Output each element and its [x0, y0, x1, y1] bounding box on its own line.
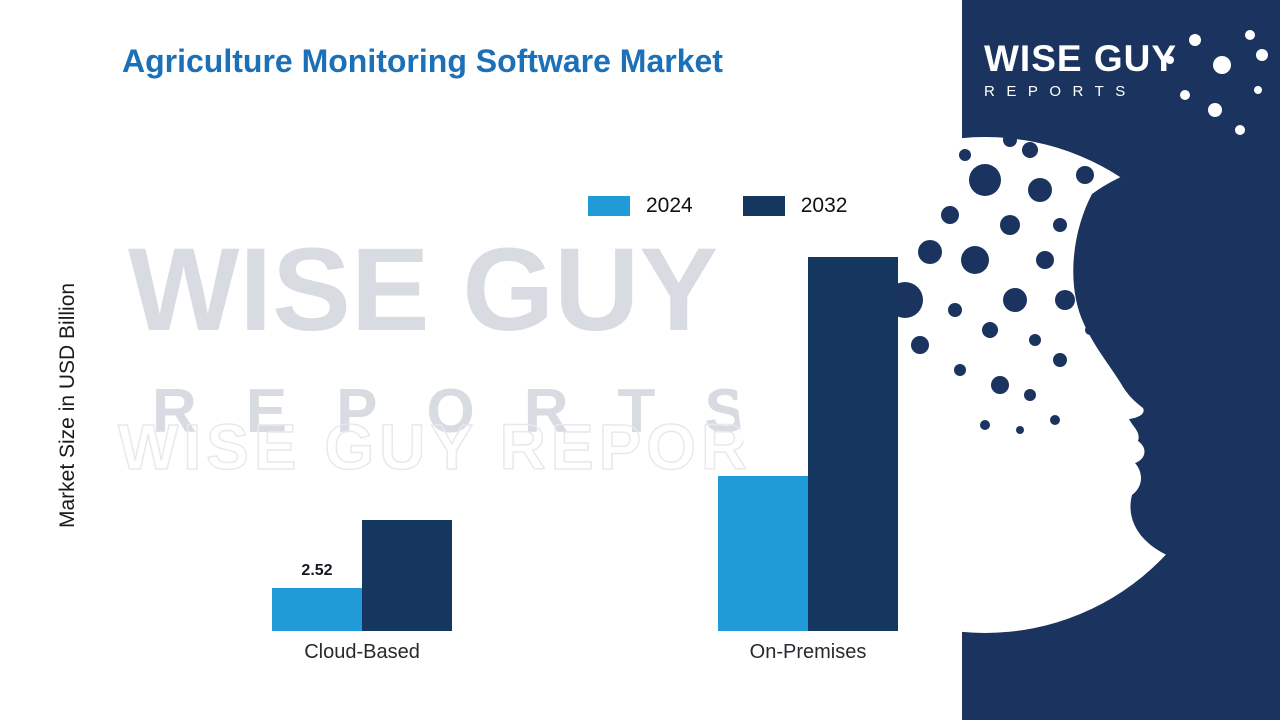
face-profile-silhouette-icon — [1073, 146, 1280, 600]
category-label-on-premises: On-Premises — [749, 641, 867, 663]
legend-swatch-2024 — [588, 196, 630, 216]
bar-value-label: 2.52 — [301, 562, 333, 579]
legend-swatch-2032 — [742, 196, 785, 216]
legend-item-2032: 2032 — [742, 194, 848, 218]
logo: WISE GUY REPORTS — [984, 38, 1177, 100]
white-dot-cluster-icon — [1166, 30, 1268, 135]
watermark-wordmark: WISE GUY — [128, 224, 719, 356]
bar-on-premises-2032 — [808, 257, 898, 631]
bar-on-premises-2024 — [718, 476, 808, 631]
legend-label-2024: 2024 — [646, 194, 693, 217]
legend-label-2032: 2032 — [800, 194, 848, 217]
watermark-outline-text: WISE GUY REPORTS — [117, 410, 845, 484]
watermark-subtext: REPORTS — [152, 377, 795, 446]
dot-cluster-icon — [887, 124, 1115, 434]
legend: 2024 2032 — [588, 194, 847, 218]
logo-subtext: REPORTS — [984, 83, 1137, 100]
chart-title: Agriculture Monitoring Software Market — [122, 43, 723, 79]
brand-decoration — [887, 30, 1280, 600]
logo-wordmark: WISE GUY — [984, 38, 1178, 79]
category-label-cloud-based: Cloud-Based — [304, 641, 420, 663]
legend-item-2024: 2024 — [588, 194, 693, 218]
bar-cloud-based-2024 — [272, 588, 362, 631]
bar-cloud-based-2032 — [362, 520, 452, 631]
